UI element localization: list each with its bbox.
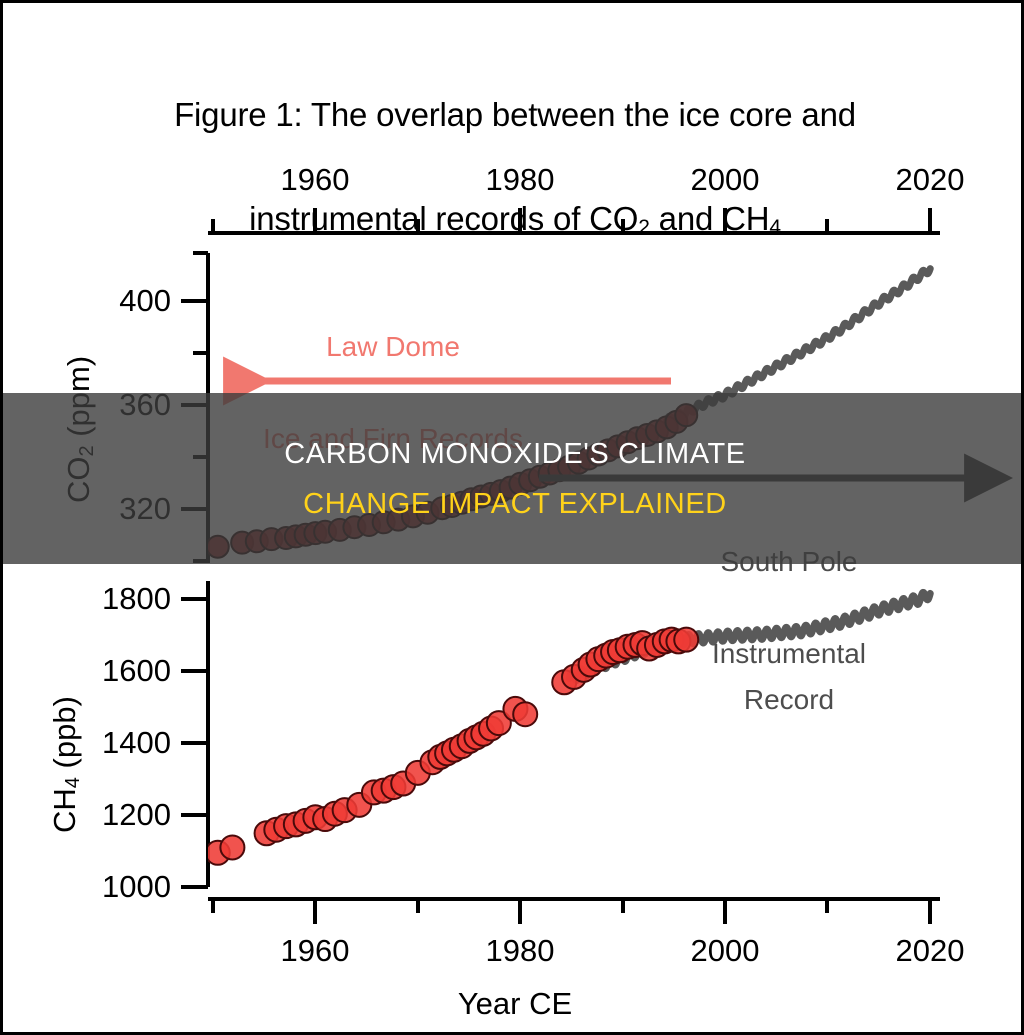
figure-title-line-2: instrumental records of CO2 and CH4 xyxy=(3,193,1021,254)
law-dome-annotation-line-2: Ice and Firn Records xyxy=(263,423,523,454)
figure-title-line-2-pre: instrumental records of CO xyxy=(249,200,639,237)
ch4-ytick-1800: 1800 xyxy=(102,581,171,616)
ch4-data-point xyxy=(219,834,246,861)
ch4-ytick-1600: 1600 xyxy=(102,653,171,688)
south-pole-annotation: South Pole Instrumental Record xyxy=(673,493,905,769)
co2-data-point xyxy=(674,403,699,428)
ch4-axis-title-pre: CH xyxy=(47,788,82,833)
top-xtick-1980: 1980 xyxy=(485,162,555,197)
x-axis-title: Year CE xyxy=(457,986,573,1021)
bottom-xtick-2000: 2000 xyxy=(690,933,760,968)
ch4-axis-title-post: (ppb) xyxy=(47,696,82,778)
figure-title-co2-subscript: 2 xyxy=(638,216,650,239)
bottom-xtick-1980: 1980 xyxy=(485,933,555,968)
ch4-ytick-1200: 1200 xyxy=(102,797,171,832)
co2-instrumental-line xyxy=(663,265,934,425)
co2-y-axis xyxy=(181,251,210,563)
co2-axis-title-pre: CO xyxy=(61,456,96,504)
ch4-data-layer xyxy=(208,588,934,866)
figure-title-line-1: Figure 1: The overlap between the ice co… xyxy=(174,96,856,133)
co2-axis-title: CO2 (ppm) xyxy=(61,356,99,503)
ch4-data-point xyxy=(512,701,539,728)
bottom-xtick-1960: 1960 xyxy=(280,933,350,968)
ch4-data-point xyxy=(485,710,512,737)
ch4-axis-title-sub: 4 xyxy=(62,777,84,789)
figure-title: Figure 1: The overlap between the ice co… xyxy=(3,37,1021,306)
top-xtick-2000: 2000 xyxy=(690,162,760,197)
ch4-ytick-1000: 1000 xyxy=(102,869,171,904)
bottom-xtick-2020: 2020 xyxy=(895,933,965,968)
law-dome-annotation: Law Dome Ice and Firn Records xyxy=(263,278,523,508)
ch4-ytick-1400: 1400 xyxy=(102,725,171,760)
figure-title-line-2-mid: and CH xyxy=(649,200,770,237)
ch4-ice-core-points xyxy=(208,626,700,866)
ch4-axis-title: CH4 (ppb) xyxy=(47,696,85,833)
co2-axis-title-post: (ppm) xyxy=(61,355,96,446)
top-xtick-1960: 1960 xyxy=(280,162,350,197)
top-xtick-2020: 2020 xyxy=(895,162,965,197)
ch4-axes xyxy=(181,581,940,924)
top-x-axis xyxy=(208,208,940,235)
figure-title-ch4-subscript: 4 xyxy=(769,216,781,239)
ch4-data-point xyxy=(673,626,700,653)
south-pole-annotation-line-2: Instrumental Record xyxy=(711,638,867,715)
co2-data-point xyxy=(208,534,230,559)
law-dome-annotation-line-1: Law Dome xyxy=(326,331,460,362)
co2-ytick-400: 400 xyxy=(119,283,171,318)
co2-axis-title-sub: 2 xyxy=(76,445,98,457)
south-pole-annotation-line-1: South Pole xyxy=(720,546,858,577)
